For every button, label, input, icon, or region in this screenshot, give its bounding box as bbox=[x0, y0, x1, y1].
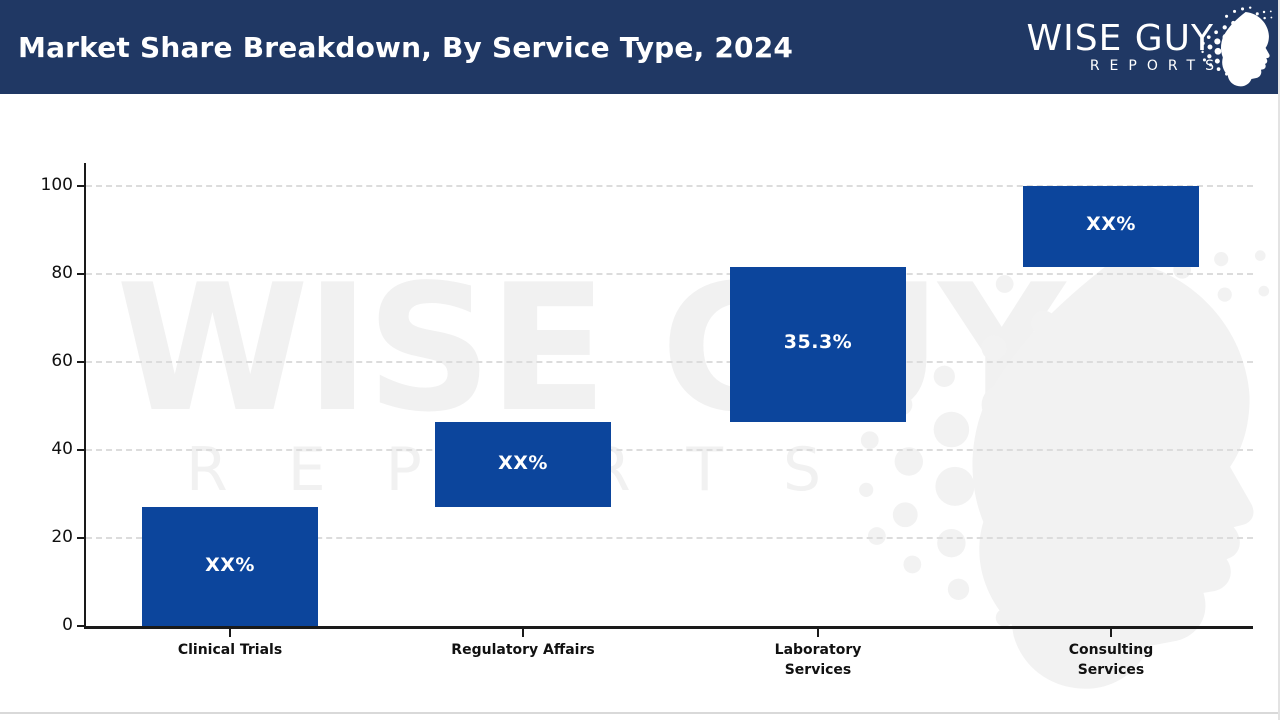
bar-clinical-trials bbox=[142, 507, 318, 626]
bar-consulting-services bbox=[1023, 186, 1199, 267]
brand-logo-text: WISE GUY REPORTS bbox=[1026, 17, 1215, 74]
x-tick-label-3: Consulting Services bbox=[1068, 642, 1154, 679]
x-tick-label-1: Regulatory Affairs bbox=[451, 642, 595, 658]
x-tick-label-2: Laboratory Services bbox=[774, 642, 862, 679]
y-tick-100 bbox=[77, 185, 86, 187]
watermark-head-icon bbox=[859, 227, 1270, 689]
brand-subtitle: REPORTS bbox=[1089, 58, 1224, 75]
bar-regulatory-affairs bbox=[435, 421, 611, 508]
x-tick-0 bbox=[229, 629, 231, 637]
x-tick-1 bbox=[522, 629, 524, 637]
y-tick-label-60: 60 bbox=[51, 351, 73, 371]
y-tick-60 bbox=[77, 361, 86, 363]
x-tick-2 bbox=[817, 629, 819, 637]
bar-laboratory-services bbox=[730, 266, 906, 422]
x-tick-label-0: Clinical Trials bbox=[177, 642, 283, 658]
gridline-40 bbox=[86, 449, 1253, 451]
y-tick-80 bbox=[77, 273, 86, 275]
y-tick-20 bbox=[77, 537, 86, 539]
bar-label-regulatory-affairs: XX% bbox=[498, 451, 548, 474]
y-tick-label-20: 20 bbox=[51, 527, 73, 547]
y-tick-label-80: 80 bbox=[51, 263, 73, 283]
brand-name: WISE GUY bbox=[1026, 17, 1214, 59]
bar-label-laboratory-services: 35.3% bbox=[783, 331, 853, 354]
y-tick-0 bbox=[77, 625, 86, 627]
gridline-60 bbox=[86, 361, 1253, 363]
y-tick-40 bbox=[77, 449, 86, 451]
gridline-20 bbox=[86, 537, 1253, 539]
chart-title: Market Share Breakdown, By Service Type,… bbox=[18, 30, 794, 64]
y-tick-label-100: 100 bbox=[40, 175, 73, 195]
header-bar: Market Share Breakdown, By Service Type,… bbox=[0, 0, 1278, 94]
y-tick-label-0: 0 bbox=[62, 615, 73, 635]
bar-label-clinical-trials: XX% bbox=[205, 553, 255, 576]
bar-label-consulting-services: XX% bbox=[1086, 213, 1136, 236]
x-tick-3 bbox=[1110, 629, 1112, 637]
bottom-divider bbox=[0, 712, 1278, 714]
y-axis-line bbox=[84, 163, 86, 629]
y-tick-label-40: 40 bbox=[51, 439, 73, 459]
gridline-100 bbox=[86, 185, 1253, 187]
x-axis-line bbox=[84, 626, 1253, 629]
gridline-80 bbox=[86, 273, 1253, 275]
brand-logo: WISE GUY REPORTS bbox=[1027, 4, 1275, 90]
